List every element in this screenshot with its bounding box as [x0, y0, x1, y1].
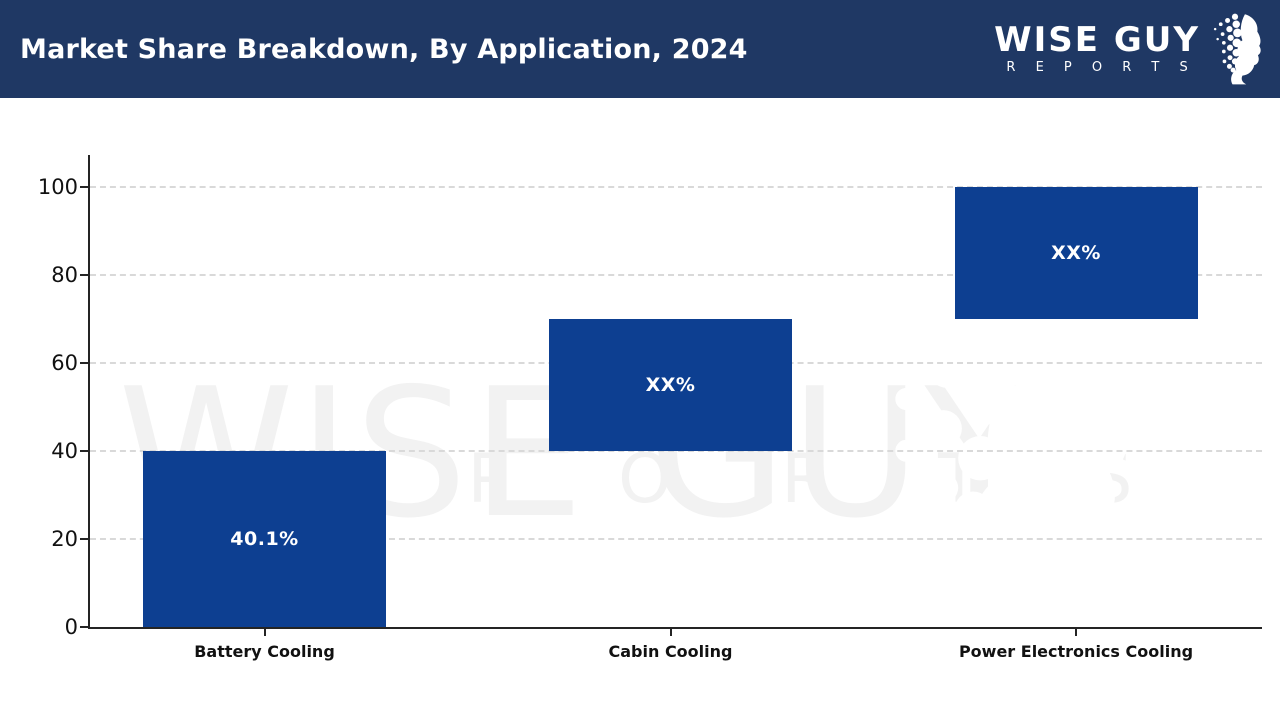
bar-2: XX% — [549, 319, 792, 451]
y-axis-line — [88, 155, 90, 629]
ytick-mark-100 — [80, 186, 88, 188]
logo-wordmark: WISE GUY — [994, 19, 1200, 60]
chart-canvas: WISE GUY R E P O R T S 0 20 40 60 80 100 40.1%… — [0, 98, 1280, 720]
ytick-mark-40 — [80, 450, 88, 452]
gridline-y80 — [90, 274, 1262, 276]
logo-text: WISE GUY R E P O R T S — [994, 19, 1200, 76]
xtick-mark-2 — [669, 629, 672, 636]
category-label-1: Battery Cooling — [194, 642, 335, 661]
category-label-2: Cabin Cooling — [608, 642, 733, 661]
wise-guy-reports-logo: WISE GUY R E P O R T S — [994, 10, 1280, 88]
ytick-label-40: 40 — [51, 439, 78, 463]
xtick-mark-1 — [263, 629, 266, 636]
logo-face-icon — [1213, 13, 1261, 85]
ytick-label-0: 0 — [64, 615, 78, 639]
page-title: Market Share Breakdown, By Application, … — [20, 33, 748, 65]
xtick-mark-3 — [1075, 629, 1077, 636]
logo-subtitle: R E P O R T S — [1006, 60, 1196, 76]
bar-1: 40.1% — [143, 450, 386, 627]
x-axis-line — [88, 627, 1262, 629]
bar-3: XX% — [954, 187, 1198, 319]
ytick-mark-0 — [80, 626, 88, 628]
gridline-y20 — [90, 538, 1262, 540]
gridline-y40 — [90, 450, 1262, 452]
ytick-label-60: 60 — [51, 351, 78, 375]
bar-value-label-1: 40.1% — [230, 527, 299, 550]
header-bar: Market Share Breakdown, By Application, … — [0, 0, 1280, 98]
ytick-label-100: 100 — [37, 175, 78, 199]
ytick-label-80: 80 — [51, 263, 78, 287]
ytick-mark-20 — [80, 538, 88, 540]
ytick-mark-60 — [80, 362, 88, 364]
ytick-mark-80 — [80, 274, 88, 276]
bar-value-label-3: XX% — [1051, 242, 1101, 264]
ytick-label-20: 20 — [51, 527, 78, 551]
gridline-y100 — [90, 186, 1262, 188]
category-label-3: Power Electronics Cooling — [958, 642, 1194, 661]
bar-value-label-2: XX% — [645, 374, 696, 396]
